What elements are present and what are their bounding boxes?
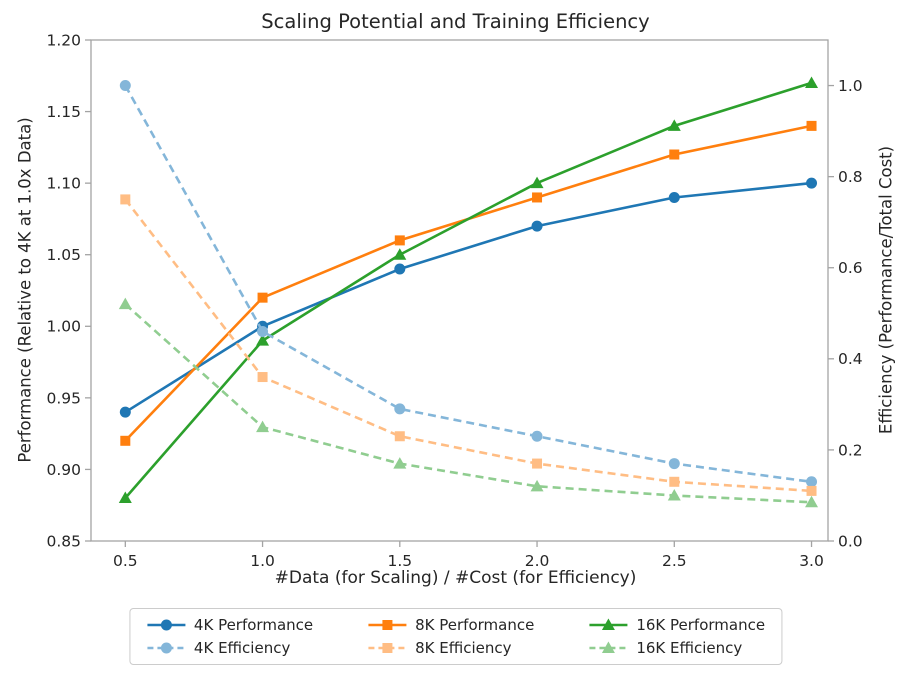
data-point-16k-performance <box>118 491 132 504</box>
series-16k-performance <box>118 76 819 504</box>
data-point-16k-efficiency <box>256 420 270 433</box>
legend-label: 4K Performance <box>193 616 314 634</box>
data-point-4k-performance <box>119 406 131 418</box>
y-left-tick-label: 1.10 <box>46 175 81 193</box>
legend-label: 8K Performance <box>415 616 535 634</box>
plot-area: 0.5 1.0 1.5 2.0 2.5 3.0 0.85 0.90 0.95 1.00 1.05 1.… <box>46 31 863 570</box>
chart-title: Scaling Potential and Training Efficienc… <box>261 10 650 33</box>
y-right-tick-label: 0.6 <box>838 259 863 277</box>
legend: 4K Performance 8K Performance 16K Performa… <box>128 608 783 665</box>
legend-sample-8k-efficiency <box>368 643 407 653</box>
data-point-4k-performance <box>668 191 680 203</box>
data-point-4k-efficiency <box>119 80 131 92</box>
legend-sample-8k-performance <box>368 620 407 630</box>
legend-item-16k-efficiency: 16K Efficiency <box>588 639 765 657</box>
data-point-16k-performance <box>530 176 544 189</box>
data-point-4k-performance <box>806 177 818 189</box>
legend-item-4k-efficiency: 4K Efficiency <box>146 639 313 657</box>
legend-item-16k-performance: 16K Performance <box>588 616 765 634</box>
data-point-4k-efficiency <box>257 325 269 337</box>
data-point-16k-performance <box>256 334 270 346</box>
x-axis-tick-label: 2.0 <box>525 552 550 570</box>
y-right-tick-label: 0.4 <box>838 350 863 368</box>
data-point-8k-performance <box>532 192 543 203</box>
legend-item-4k-performance: 4K Performance <box>146 616 313 634</box>
data-point-16k-efficiency <box>530 479 544 492</box>
data-point-16k-efficiency <box>118 297 132 310</box>
series-line-8k-efficiency <box>124 198 812 493</box>
data-point-8k-efficiency <box>532 458 543 469</box>
y-left-tick-label: 1.20 <box>46 31 81 49</box>
data-point-16k-performance <box>393 248 407 260</box>
data-point-16k-efficiency <box>667 488 681 501</box>
legend-marker-16k-performance <box>601 618 615 630</box>
plot-border <box>90 39 829 542</box>
y-left-tick-label: 1.00 <box>46 318 81 336</box>
y-left-tick-label: 1.05 <box>46 246 81 264</box>
legend-marker-8k-efficiency <box>382 643 393 653</box>
data-point-16k-efficiency <box>805 495 819 508</box>
data-point-16k-efficiency <box>393 457 407 469</box>
y-left-tick-label: 1.15 <box>46 103 81 121</box>
data-point-4k-efficiency <box>668 458 680 470</box>
data-point-4k-efficiency <box>806 476 818 488</box>
data-point-4k-efficiency <box>394 403 406 415</box>
data-point-8k-performance <box>394 235 405 246</box>
data-point-8k-performance <box>806 120 817 131</box>
data-point-4k-efficiency <box>531 430 543 442</box>
legend-marker-8k-performance <box>382 620 393 630</box>
legend-label: 4K Efficiency <box>193 639 291 657</box>
series-line-8k-performance <box>124 124 812 442</box>
legend-label: 16K Efficiency <box>636 639 743 657</box>
y-left-tick-label: 0.90 <box>46 461 81 479</box>
legend-sample-16k-efficiency <box>589 641 628 653</box>
data-point-8k-efficiency <box>120 194 131 205</box>
y-right-tick-label: 0.2 <box>838 441 863 459</box>
legend-item-8k-performance: 8K Performance <box>367 616 534 634</box>
x-axis-tick-label: 1.5 <box>387 552 412 570</box>
legend-marker-16k-efficiency <box>601 641 615 653</box>
legend-sample-16k-performance <box>589 618 628 630</box>
data-point-8k-efficiency <box>669 476 680 487</box>
data-point-8k-efficiency <box>394 431 405 442</box>
data-point-8k-efficiency <box>257 372 268 383</box>
y-left-tick-label: 0.85 <box>46 532 81 550</box>
legend-sample-4k-efficiency <box>146 642 185 654</box>
series-line-16k-performance <box>124 81 812 499</box>
series-line-4k-efficiency <box>124 84 812 484</box>
series-line-4k-performance <box>124 181 812 414</box>
y-right-tick-label: 1.0 <box>838 77 863 95</box>
series-16k-efficiency <box>118 297 819 508</box>
y-right-tick-label: 0.0 <box>838 532 863 550</box>
y-left-tick-label: 0.95 <box>46 389 81 407</box>
data-point-16k-performance <box>805 76 819 88</box>
series-4k-efficiency <box>119 80 818 488</box>
legend-sample-4k-performance <box>146 619 185 631</box>
legend-label: 16K Performance <box>636 616 766 634</box>
series-8k-performance <box>120 120 817 446</box>
legend-marker-4k-performance <box>160 619 172 631</box>
legend-marker-4k-efficiency <box>160 642 172 654</box>
data-point-8k-efficiency <box>806 485 817 496</box>
x-axis-tick-label: 3.0 <box>799 552 824 570</box>
y-right-tick-label: 0.8 <box>838 168 863 186</box>
data-point-8k-performance <box>120 435 131 446</box>
data-point-8k-performance <box>669 149 680 160</box>
x-axis-tick-label: 0.5 <box>113 552 138 570</box>
legend-item-8k-efficiency: 8K Efficiency <box>367 639 534 657</box>
series-4k-performance <box>119 177 818 418</box>
data-point-4k-performance <box>394 263 406 275</box>
data-point-4k-performance <box>531 220 543 232</box>
series-line-16k-efficiency <box>124 303 812 504</box>
data-point-16k-performance <box>667 119 681 131</box>
x-axis-tick-label: 2.5 <box>662 552 687 570</box>
x-axis-label: #Data (for Scaling) / #Cost (for Efficie… <box>274 568 637 588</box>
legend-label: 8K Efficiency <box>415 639 512 657</box>
series-8k-efficiency <box>120 194 817 496</box>
data-point-8k-performance <box>257 292 268 303</box>
x-axis-tick-label: 1.0 <box>250 552 275 570</box>
